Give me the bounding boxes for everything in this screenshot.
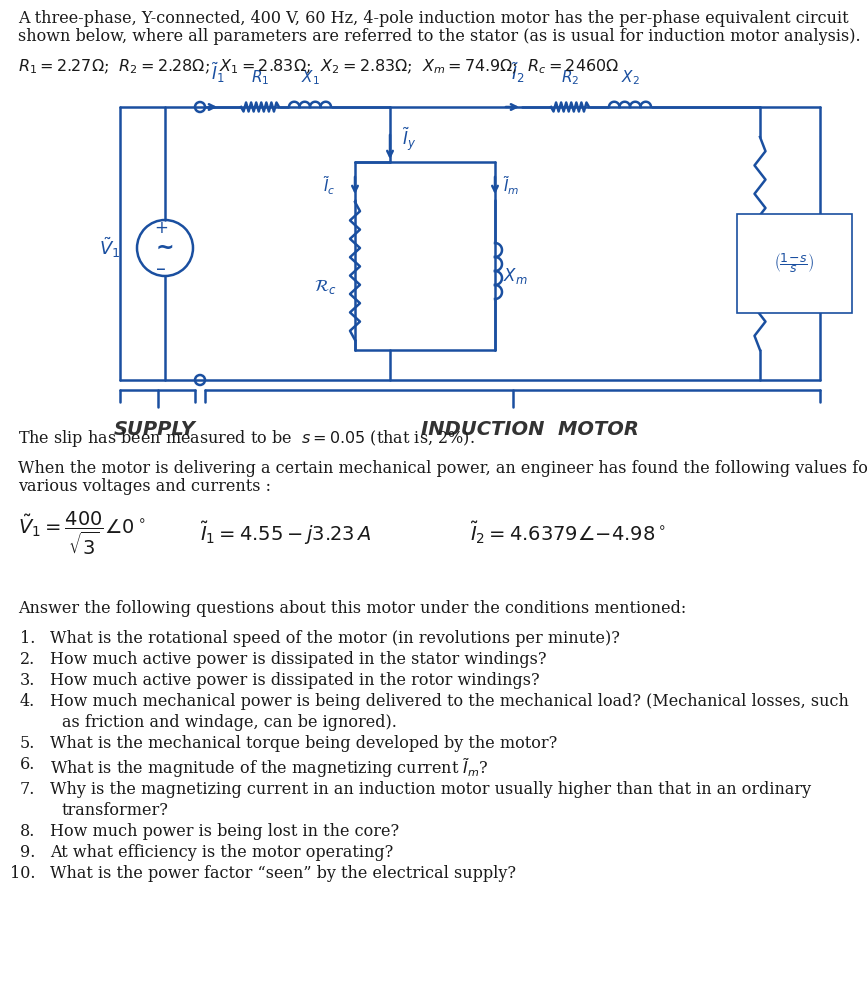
Text: $\tilde{I}_2$: $\tilde{I}_2$ bbox=[512, 60, 525, 85]
Text: 6.: 6. bbox=[20, 756, 35, 773]
Text: How much active power is dissipated in the rotor windings?: How much active power is dissipated in t… bbox=[50, 672, 539, 689]
Text: INDUCTION  MOTOR: INDUCTION MOTOR bbox=[421, 420, 639, 439]
Text: $X_m$: $X_m$ bbox=[503, 266, 528, 286]
Text: $\tilde{I}_y$: $\tilde{I}_y$ bbox=[402, 125, 416, 153]
Text: $\left(\dfrac{1\!-\!s}{s}\right)$: $\left(\dfrac{1\!-\!s}{s}\right)$ bbox=[774, 252, 814, 275]
Text: When the motor is delivering a certain mechanical power, an engineer has found t: When the motor is delivering a certain m… bbox=[18, 460, 867, 477]
Text: A three-phase, Y-connected, 400 V, 60 Hz, 4-pole induction motor has the per-pha: A three-phase, Y-connected, 400 V, 60 Hz… bbox=[18, 10, 849, 27]
Text: 3.: 3. bbox=[20, 672, 35, 689]
Text: What is the power factor “seen” by the electrical supply?: What is the power factor “seen” by the e… bbox=[50, 865, 516, 882]
Text: What is the rotational speed of the motor (in revolutions per minute)?: What is the rotational speed of the moto… bbox=[50, 630, 620, 647]
Text: $\tilde{V}_1 = \dfrac{400}{\sqrt{3}}\angle 0^\circ$: $\tilde{V}_1 = \dfrac{400}{\sqrt{3}}\ang… bbox=[18, 510, 146, 557]
Text: How much active power is dissipated in the stator windings?: How much active power is dissipated in t… bbox=[50, 651, 546, 668]
Text: Why is the magnetizing current in an induction motor usually higher than that in: Why is the magnetizing current in an ind… bbox=[50, 781, 812, 798]
Text: ~: ~ bbox=[156, 238, 174, 258]
Text: SUPPLY: SUPPLY bbox=[114, 420, 196, 439]
Text: shown below, where all parameters are referred to the stator (as is usual for in: shown below, where all parameters are re… bbox=[18, 28, 861, 45]
Text: $R_1$: $R_1$ bbox=[251, 68, 269, 87]
Text: The slip has been measured to be  $s = 0.05$ (that is, 2%).: The slip has been measured to be $s = 0.… bbox=[18, 428, 474, 449]
Text: $R_2$: $R_2$ bbox=[561, 68, 579, 87]
Text: 1.: 1. bbox=[20, 630, 35, 647]
Text: $\tilde{I}_2 = 4.6379\angle{-4.98}^\circ$: $\tilde{I}_2 = 4.6379\angle{-4.98}^\circ… bbox=[470, 520, 666, 546]
Text: $\mathcal{R}_c$: $\mathcal{R}_c$ bbox=[315, 276, 337, 295]
Text: –: – bbox=[156, 261, 166, 279]
Text: $X_1$: $X_1$ bbox=[301, 68, 319, 87]
Text: as friction and windage, can be ignored).: as friction and windage, can be ignored)… bbox=[62, 714, 397, 731]
Text: How much mechanical power is being delivered to the mechanical load? (Mechanical: How much mechanical power is being deliv… bbox=[50, 693, 849, 710]
Text: $R_1 = 2.27\Omega$;  $R_2 = 2.28\Omega$;  $X_1 = 2.83\Omega$;  $X_2 = 2.83\Omega: $R_1 = 2.27\Omega$; $R_2 = 2.28\Omega$; … bbox=[18, 58, 619, 76]
Text: 7.: 7. bbox=[20, 781, 35, 798]
Text: At what efficiency is the motor operating?: At what efficiency is the motor operatin… bbox=[50, 844, 394, 861]
Text: transformer?: transformer? bbox=[62, 802, 169, 819]
Text: $\tilde{I}_c$: $\tilde{I}_c$ bbox=[323, 174, 335, 197]
Text: 4.: 4. bbox=[20, 693, 35, 710]
Text: 10.: 10. bbox=[10, 865, 35, 882]
Text: What is the magnitude of the magnetizing current $\tilde{I}_m$?: What is the magnitude of the magnetizing… bbox=[50, 756, 489, 780]
Text: $\tilde{I}_1$: $\tilde{I}_1$ bbox=[212, 60, 225, 85]
Text: 8.: 8. bbox=[20, 823, 35, 840]
Text: $\tilde{I}_m$: $\tilde{I}_m$ bbox=[503, 174, 519, 197]
Text: $X_2$: $X_2$ bbox=[621, 68, 639, 87]
Text: What is the mechanical torque being developed by the motor?: What is the mechanical torque being deve… bbox=[50, 735, 557, 752]
Text: various voltages and currents :: various voltages and currents : bbox=[18, 478, 271, 495]
Text: 2.: 2. bbox=[20, 651, 35, 668]
Text: 5.: 5. bbox=[20, 735, 35, 752]
Text: $\tilde{V}_1$: $\tilde{V}_1$ bbox=[100, 236, 121, 261]
Text: $R_2$: $R_2$ bbox=[774, 226, 792, 245]
Text: Answer the following questions about this motor under the conditions mentioned:: Answer the following questions about thi… bbox=[18, 600, 687, 617]
Text: $\tilde{I}_1 = 4.55 - j3.23\,A$: $\tilde{I}_1 = 4.55 - j3.23\,A$ bbox=[200, 520, 371, 547]
Text: How much power is being lost in the core?: How much power is being lost in the core… bbox=[50, 823, 399, 840]
Text: +: + bbox=[154, 219, 168, 237]
Text: 9.: 9. bbox=[20, 844, 35, 861]
